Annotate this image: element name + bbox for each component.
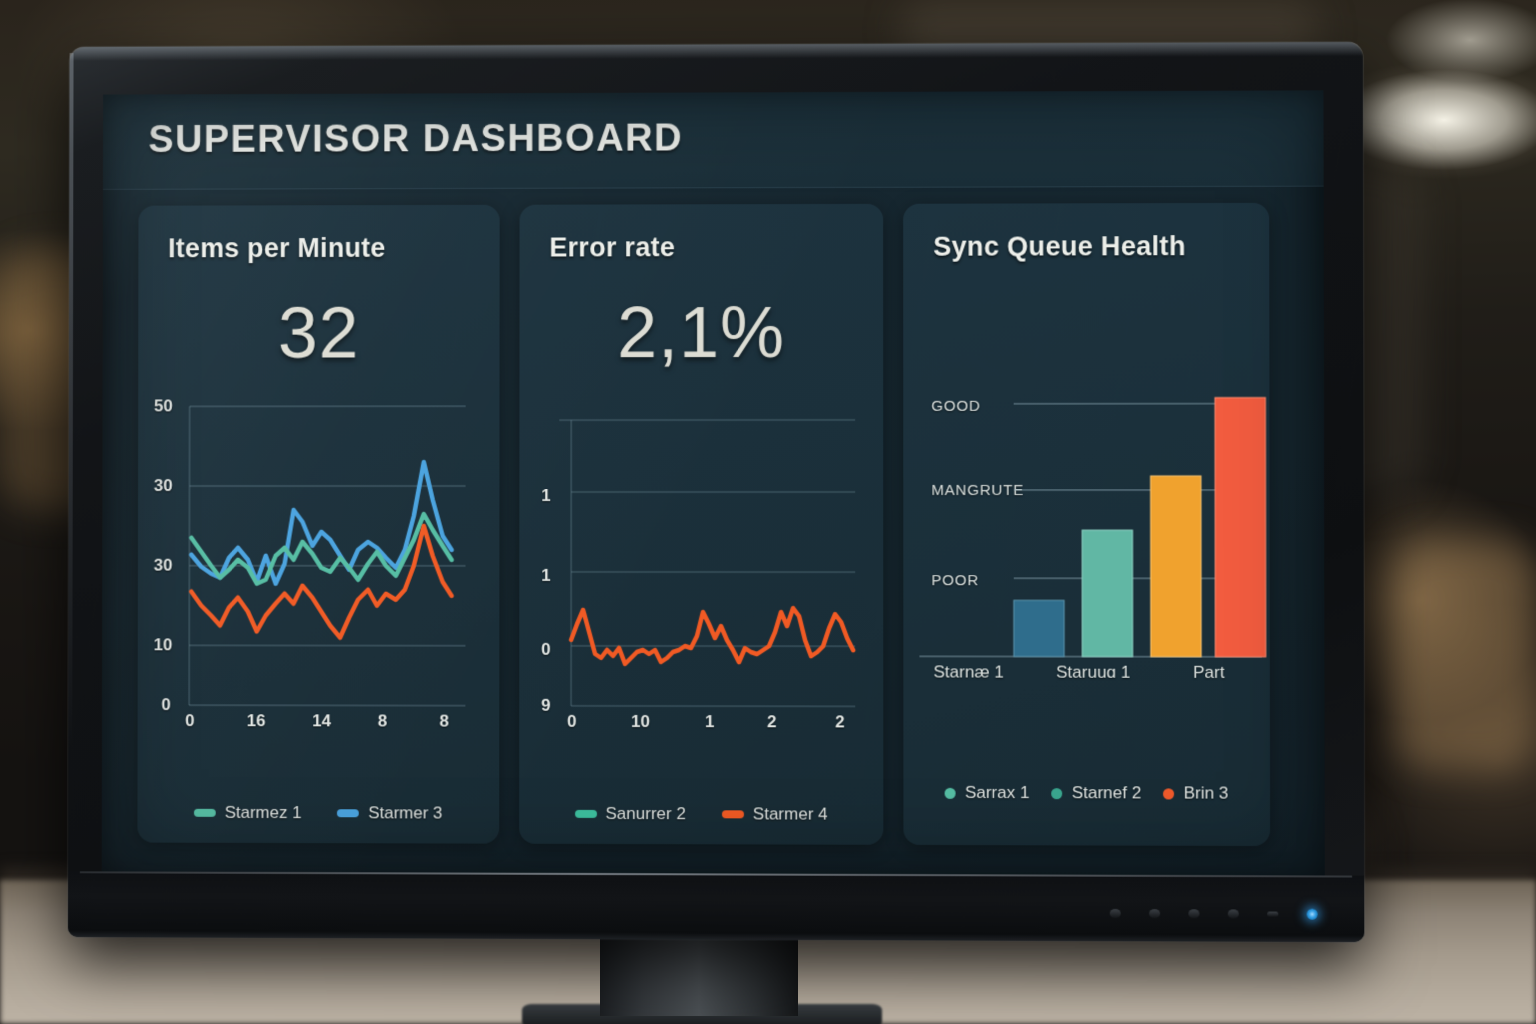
monitor-up-button[interactable] [1149,909,1160,918]
legend-label: Starnef 2 [1072,783,1142,803]
line-chart-svg [138,400,500,740]
bar-1 [1014,600,1064,656]
line-chart-svg [519,400,883,741]
monitor-control-buttons[interactable] [1110,908,1318,920]
x-axis-tick: 16 [247,711,266,731]
legend-item[interactable]: Starmer 4 [722,804,828,824]
legend-label: Sanurrer 2 [605,804,685,824]
bar-3 [1151,476,1202,657]
x-axis-tick: 1 [705,712,714,732]
chart-items-per-minute: 50 30 30 10 0 [138,400,500,740]
monitor-bottom-bezel [68,871,1364,942]
legend-item[interactable]: Starmer 3 [337,803,442,823]
legend-swatch-icon [575,810,597,818]
chart-legend: Starmez 1 Starmer 3 [137,803,499,824]
dashboard-header-bar: SUPERVISOR DASHBOARD [103,90,1324,190]
monitor-input-button[interactable] [1228,909,1239,918]
legend-label: Starmer 3 [368,803,442,823]
bar-2 [1082,530,1132,657]
panel-title: Error rate [549,232,675,263]
panel-title: Sync Queue Health [933,231,1186,263]
x-axis-tick: 2 [767,712,776,732]
monitor-power-button[interactable] [1267,912,1278,917]
x-axis-tick: 10 [631,712,650,732]
page-title: SUPERVISOR DASHBOARD [148,117,683,161]
panel-metric-value: 32 [138,292,499,374]
chart-error-rate: 1 1 0 9 [519,400,883,741]
x-axis-tick: 8 [378,711,387,731]
x-axis-tick: 14 [312,711,331,731]
chart-legend: Sanurrer 2 Starmer 4 [519,804,883,825]
legend-dot-icon [945,787,956,798]
bar-4 [1215,398,1266,657]
legend-item[interactable]: Sarrax 1 [945,783,1030,803]
legend-item[interactable]: Brin 3 [1163,783,1228,803]
supervisor-dashboard: SUPERVISOR DASHBOARD Items per Minute 32… [102,90,1325,880]
legend-dot-icon [1163,788,1174,799]
legend-label: Brin 3 [1184,783,1229,803]
screenshot-stage: SUPERVISOR DASHBOARD Items per Minute 32… [0,0,1536,1024]
panel-sync-queue-health[interactable]: Sync Queue Health GOOD MANGRUTE POOR [903,203,1270,846]
series-line-orange [571,608,853,664]
legend-swatch-icon [194,809,216,817]
legend-item[interactable]: Sanurrer 2 [575,804,686,824]
panel-row: Items per Minute 32 50 30 30 10 0 [137,203,1294,846]
power-led-icon [1307,909,1318,920]
computer-monitor: SUPERVISOR DASHBOARD Items per Minute 32… [68,42,1364,942]
chart-legend: Sarrax 1 Starnef 2 Brin 3 [903,783,1270,804]
x-axis-tick: 0 [567,712,576,732]
panel-title: Items per Minute [168,233,386,264]
panel-items-per-minute[interactable]: Items per Minute 32 50 30 30 10 0 [137,205,499,844]
bezel-highlight [68,53,73,749]
legend-swatch-icon [722,810,744,818]
monitor-down-button[interactable] [1188,909,1199,918]
legend-item[interactable]: Starnef 2 [1052,783,1142,803]
bar-category-label: Part [1193,663,1224,683]
x-axis-tick: 8 [439,712,448,732]
panel-error-rate[interactable]: Error rate 2,1% 1 1 0 9 [519,204,883,845]
legend-label: Starmer 4 [753,804,828,824]
monitor-menu-button[interactable] [1110,909,1121,918]
panel-metric-value: 2,1% [519,292,883,374]
legend-swatch-icon [337,809,359,817]
legend-label: Sarrax 1 [965,783,1030,803]
legend-label: Starmez 1 [225,803,302,823]
legend-dot-icon [1052,788,1063,799]
x-axis-tick: 2 [835,712,844,732]
legend-item[interactable]: Starmez 1 [194,803,302,823]
bar-category-label: Staruuɑ 1 [1056,663,1130,683]
x-axis-tick: 0 [185,711,194,731]
bar-category-label: Starnæ 1 [933,662,1003,682]
chart-sync-queue-health: GOOD MANGRUTE POOR [903,279,1270,731]
background-blur-shape [1390,540,1536,770]
monitor-stand-neck [600,930,798,1016]
monitor-screen: SUPERVISOR DASHBOARD Items per Minute 32… [102,90,1325,880]
